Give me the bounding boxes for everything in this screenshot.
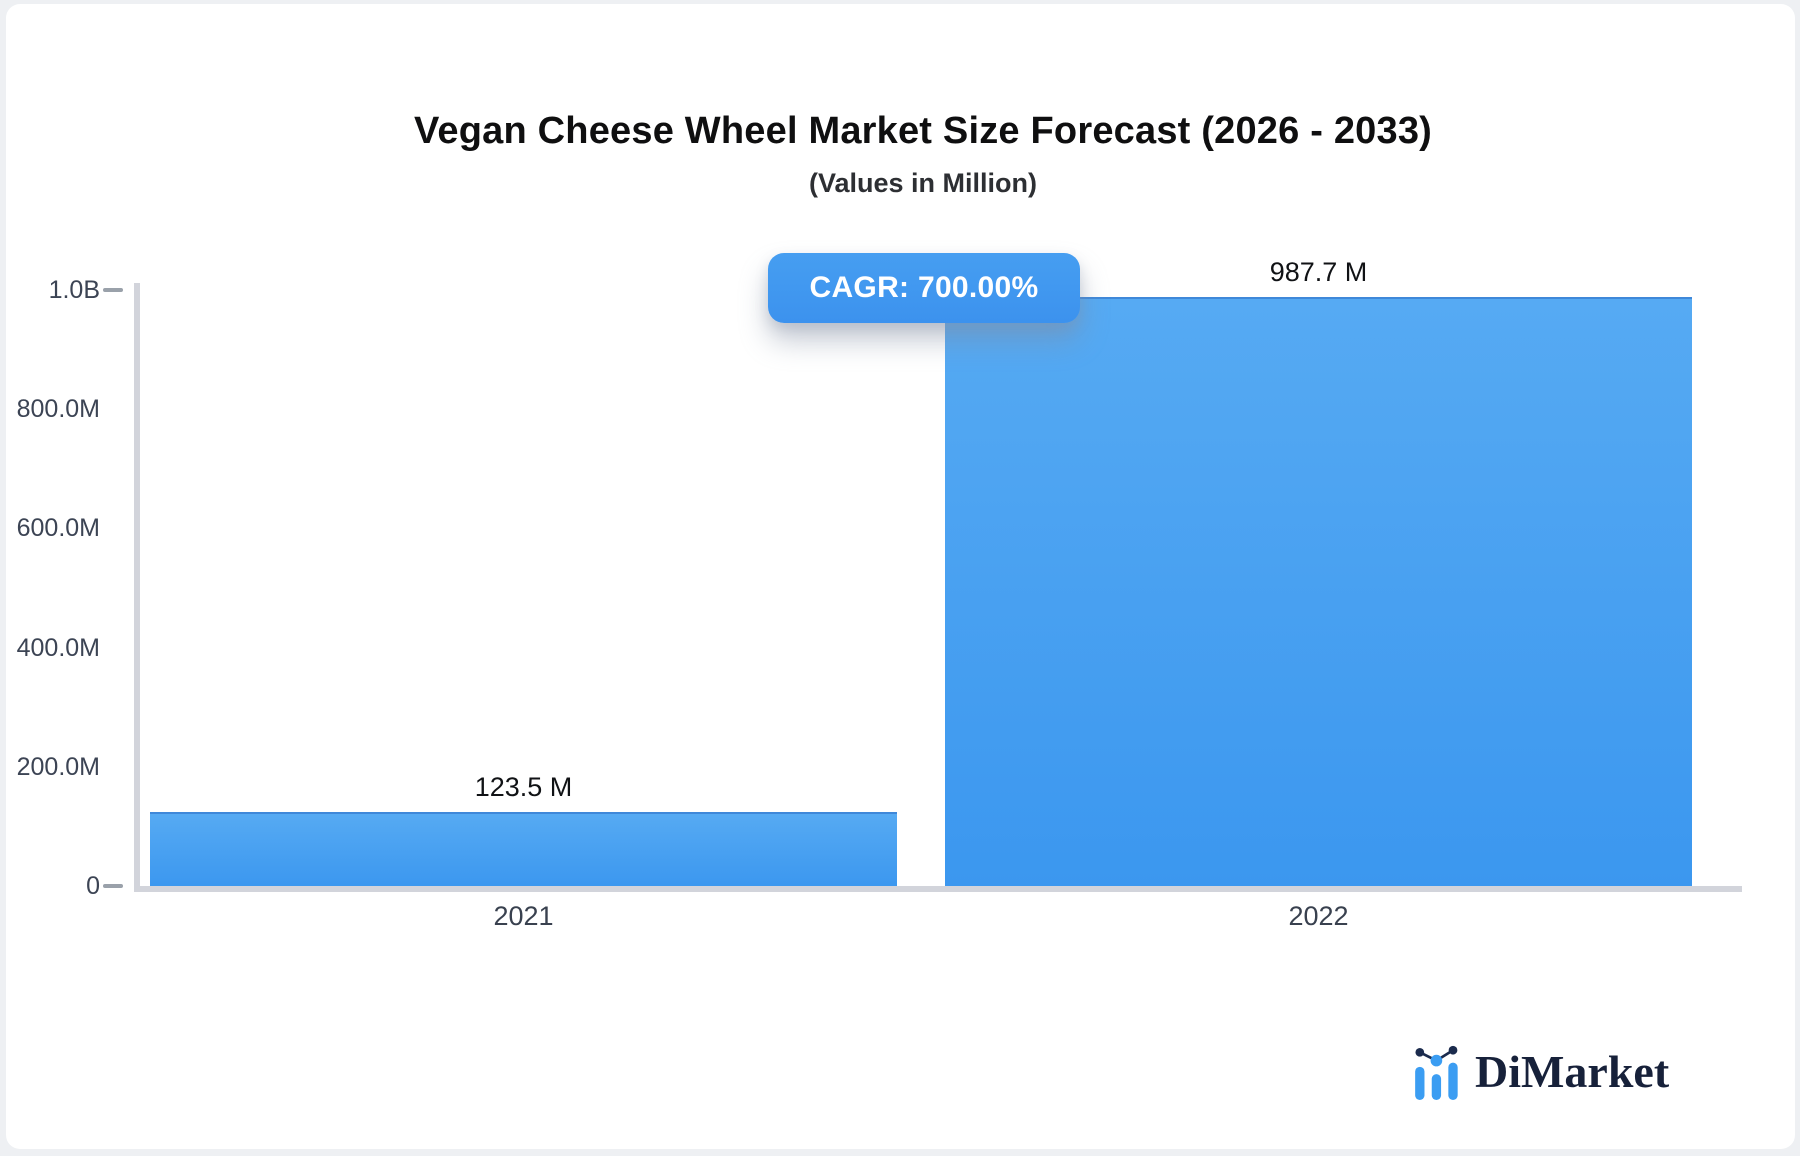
bar-value-label: 987.7 M [1269, 257, 1368, 288]
y-axis-label: 600.0M [16, 514, 100, 543]
y-axis-label: 0 [86, 872, 100, 900]
chart-title: Vegan Cheese Wheel Market Size Forecast … [413, 110, 1433, 152]
y-axis-label: 800.0M [16, 395, 100, 424]
x-axis-line [134, 886, 1742, 892]
bar-2022[interactable] [945, 297, 1692, 888]
y-axis-tick-mark [103, 884, 123, 888]
bar-value-label: 123.5 M [474, 772, 573, 803]
cagr-badge-label: CAGR: 700.00% [809, 271, 1039, 304]
y-axis-line [134, 283, 140, 891]
y-axis-label: 400.0M [16, 633, 100, 662]
bar-2021[interactable] [150, 812, 897, 888]
y-axis-label: 200.0M [16, 752, 100, 781]
dimarket-logo: DiMarket [1415, 1042, 1669, 1102]
x-axis-label: 2021 [493, 901, 554, 931]
logo-text: DiMarket [1475, 1046, 1670, 1097]
cagr-badge: CAGR: 700.00% [768, 253, 1080, 323]
y-axis-tick-mark [103, 288, 123, 292]
bar-line-chart-icon [1415, 1044, 1463, 1100]
x-axis-label: 2022 [1288, 901, 1349, 931]
y-axis-label: 1.0B [48, 276, 100, 304]
chart-subtitle: (Values in Million) [808, 168, 1038, 198]
